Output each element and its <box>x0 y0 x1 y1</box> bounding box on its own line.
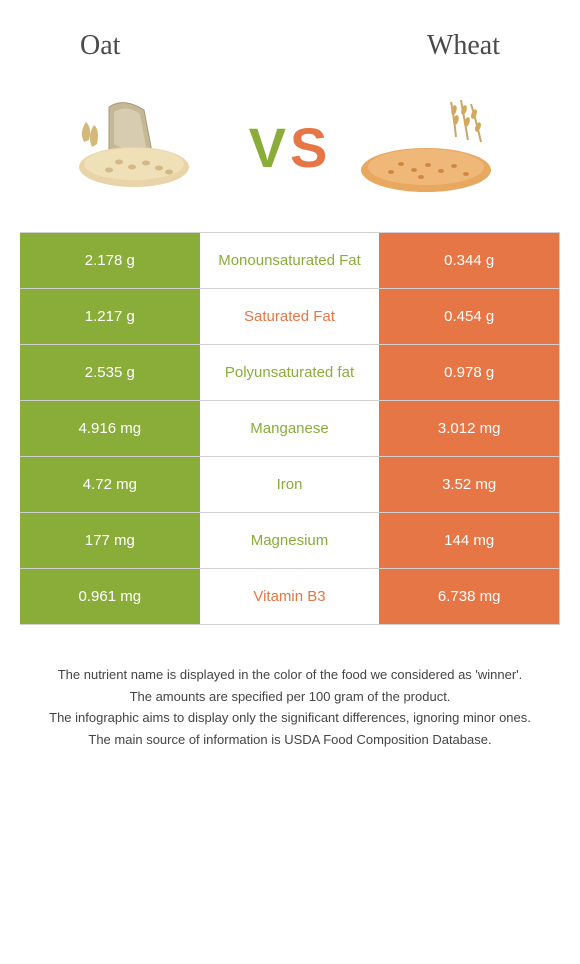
table-row: 2.535 gPolyunsaturated fat0.978 g <box>20 345 559 401</box>
right-value-cell: 0.978 g <box>379 345 559 400</box>
nutrient-label-cell: Manganese <box>200 401 380 456</box>
header-row: Oat Wheat <box>0 0 580 72</box>
infographic-container: Oat Wheat VS <box>0 0 580 749</box>
left-value-cell: 1.217 g <box>20 289 200 344</box>
left-value-cell: 2.535 g <box>20 345 200 400</box>
nutrient-label-cell: Magnesium <box>200 513 380 568</box>
table-row: 4.72 mgIron3.52 mg <box>20 457 559 513</box>
right-value-cell: 3.52 mg <box>379 457 559 512</box>
left-value-cell: 0.961 mg <box>20 569 200 624</box>
nutrient-label-cell: Polyunsaturated fat <box>200 345 380 400</box>
nutrient-label-cell: Vitamin B3 <box>200 569 380 624</box>
vs-v-letter: V <box>249 116 290 179</box>
table-row: 177 mgMagnesium144 mg <box>20 513 559 569</box>
right-food-title: Wheat <box>427 30 500 62</box>
footnotes: The nutrient name is displayed in the co… <box>30 665 550 749</box>
table-row: 0.961 mgVitamin B36.738 mg <box>20 569 559 625</box>
table-row: 2.178 gMonounsaturated Fat0.344 g <box>20 233 559 289</box>
comparison-table: 2.178 gMonounsaturated Fat0.344 g1.217 g… <box>20 232 560 625</box>
footnote-line: The nutrient name is displayed in the co… <box>30 665 550 685</box>
wheat-image <box>346 92 516 202</box>
oat-image <box>64 92 234 202</box>
table-row: 4.916 mgManganese3.012 mg <box>20 401 559 457</box>
footnote-line: The infographic aims to display only the… <box>30 708 550 728</box>
vs-s-letter: S <box>290 116 331 179</box>
right-value-cell: 144 mg <box>379 513 559 568</box>
table-row: 1.217 gSaturated Fat0.454 g <box>20 289 559 345</box>
nutrient-label-cell: Iron <box>200 457 380 512</box>
left-value-cell: 177 mg <box>20 513 200 568</box>
vs-label: VS <box>249 115 332 180</box>
footnote-line: The amounts are specified per 100 gram o… <box>30 687 550 707</box>
right-value-cell: 0.344 g <box>379 233 559 288</box>
left-value-cell: 4.916 mg <box>20 401 200 456</box>
nutrient-label-cell: Monounsaturated Fat <box>200 233 380 288</box>
right-value-cell: 6.738 mg <box>379 569 559 624</box>
vs-row: VS <box>0 92 580 202</box>
right-value-cell: 3.012 mg <box>379 401 559 456</box>
footnote-line: The main source of information is USDA F… <box>30 730 550 750</box>
nutrient-label-cell: Saturated Fat <box>200 289 380 344</box>
right-value-cell: 0.454 g <box>379 289 559 344</box>
left-food-title: Oat <box>80 30 120 62</box>
left-value-cell: 2.178 g <box>20 233 200 288</box>
left-value-cell: 4.72 mg <box>20 457 200 512</box>
